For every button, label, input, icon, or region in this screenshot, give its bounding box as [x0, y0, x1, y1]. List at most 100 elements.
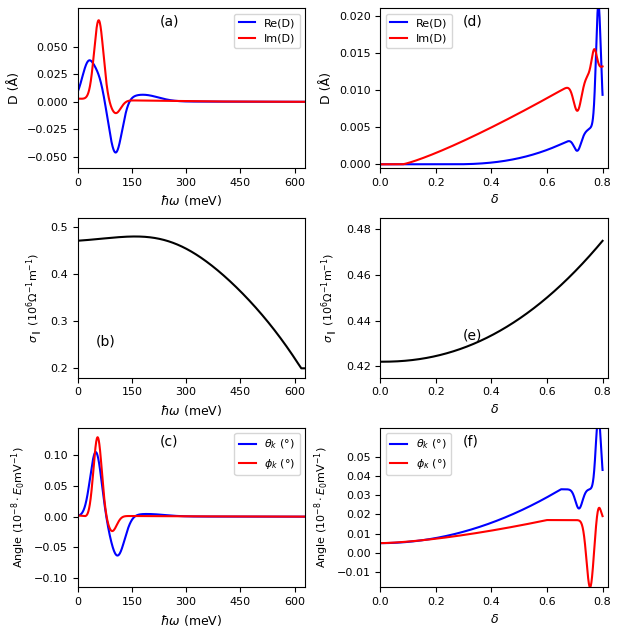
$\theta_k$ (°) — [161, 511, 169, 519]
Im(D) — [521, 106, 529, 114]
Im(D) — [542, 95, 550, 102]
$\theta_k$ (°) — [113, 552, 121, 560]
$\theta_k$ (°) — [521, 505, 529, 513]
Re(D) — [86, 57, 94, 64]
$\phi_\kappa$ (°) — [377, 539, 384, 547]
Y-axis label: D (Å): D (Å) — [321, 72, 334, 104]
Re(D) — [542, 146, 550, 154]
Im(D) — [112, 109, 120, 117]
Im(D) — [510, 112, 517, 120]
X-axis label: $\hbar\omega$ (meV): $\hbar\omega$ (meV) — [161, 612, 223, 628]
Text: (d): (d) — [463, 15, 482, 29]
Y-axis label: D (Å): D (Å) — [8, 72, 21, 104]
X-axis label: $\hbar\omega$ (meV): $\hbar\omega$ (meV) — [161, 403, 223, 418]
Im(D) — [417, 155, 425, 163]
$\phi_k$ (°) — [262, 513, 269, 520]
$\phi_\kappa$ (°) — [542, 516, 550, 524]
Im(D) — [591, 45, 598, 53]
$\phi_\kappa$ (°) — [587, 583, 594, 591]
$\phi_k$ (°) — [74, 512, 82, 520]
Im(D) — [223, 98, 230, 106]
Legend: $\theta_k$ (°), $\phi_\kappa$ (°): $\theta_k$ (°), $\phi_\kappa$ (°) — [386, 433, 451, 475]
Line: $\phi_k$ (°): $\phi_k$ (°) — [78, 437, 306, 531]
Im(D) — [599, 62, 606, 70]
$\phi_\kappa$ (°) — [559, 516, 567, 524]
Re(D) — [417, 160, 425, 168]
Re(D) — [462, 160, 469, 168]
Text: (b): (b) — [96, 335, 116, 349]
X-axis label: $\delta$: $\delta$ — [490, 193, 498, 206]
$\phi_\kappa$ (°) — [510, 523, 517, 530]
$\theta_k$ (°) — [599, 466, 606, 474]
Im(D) — [302, 98, 309, 106]
Re(D) — [223, 98, 230, 106]
Y-axis label: $\sigma_\parallel$ (10$^6\Omega^{-1}$m$^{-1}$): $\sigma_\parallel$ (10$^6\Omega^{-1}$m$^… — [319, 252, 340, 343]
Re(D) — [595, 0, 602, 8]
Text: (a): (a) — [160, 15, 179, 29]
$\phi_\kappa$ (°) — [417, 537, 425, 544]
$\phi_k$ (°) — [94, 433, 101, 441]
$\phi_k$ (°) — [115, 516, 123, 524]
$\phi_\kappa$ (°) — [521, 521, 529, 529]
Re(D) — [559, 139, 567, 147]
Im(D) — [115, 106, 123, 114]
$\theta_k$ (°) — [74, 512, 82, 520]
$\phi_k$ (°) — [244, 513, 252, 520]
$\theta_k$ (°) — [115, 550, 123, 558]
Im(D) — [244, 98, 252, 106]
Line: $\phi_\kappa$ (°): $\phi_\kappa$ (°) — [381, 508, 603, 587]
Text: (c): (c) — [160, 434, 178, 448]
$\theta_k$ (°) — [211, 513, 218, 520]
Im(D) — [161, 97, 169, 105]
$\phi_\kappa$ (°) — [599, 513, 606, 520]
$\theta_k$ (°) — [223, 513, 230, 520]
$\theta_k$ (°) — [302, 513, 309, 520]
Line: Im(D): Im(D) — [78, 20, 306, 113]
Re(D) — [510, 155, 518, 163]
Line: Re(D): Re(D) — [78, 60, 306, 153]
Text: (e): (e) — [463, 329, 482, 343]
$\phi_k$ (°) — [223, 513, 230, 520]
Im(D) — [559, 85, 567, 93]
Im(D) — [377, 160, 384, 168]
Line: $\theta_k$ (°): $\theta_k$ (°) — [381, 416, 603, 543]
$\phi_k$ (°) — [302, 513, 309, 520]
Re(D) — [115, 140, 123, 148]
Y-axis label: Angle (10$^{-8}\cdot E_0$mV$^{-1}$): Angle (10$^{-8}\cdot E_0$mV$^{-1}$) — [10, 447, 29, 569]
Re(D) — [161, 95, 169, 103]
Re(D) — [521, 153, 529, 160]
$\theta_k$ (°) — [542, 494, 550, 502]
Re(D) — [599, 91, 606, 99]
Legend: Re(D), Im(D): Re(D), Im(D) — [234, 14, 300, 48]
$\theta_k$ (°) — [559, 485, 567, 493]
Re(D) — [211, 98, 218, 106]
$\phi_k$ (°) — [211, 513, 218, 520]
Line: Im(D): Im(D) — [381, 49, 603, 164]
Line: $\theta_k$ (°): $\theta_k$ (°) — [78, 452, 306, 556]
X-axis label: $\hbar\omega$ (meV): $\hbar\omega$ (meV) — [161, 193, 223, 209]
$\theta_k$ (°) — [244, 513, 252, 520]
$\phi_k$ (°) — [108, 527, 116, 535]
Legend: $\theta_k$ (°), $\phi_k$ (°): $\theta_k$ (°), $\phi_k$ (°) — [234, 433, 300, 475]
Re(D) — [377, 160, 384, 168]
$\theta_k$ (°) — [595, 412, 602, 420]
Re(D) — [74, 87, 82, 95]
Y-axis label: Angle (10$^{-8}\cdot E_0$mV$^{-1}$): Angle (10$^{-8}\cdot E_0$mV$^{-1}$) — [312, 447, 331, 569]
$\phi_k$ (°) — [161, 513, 169, 520]
$\theta_k$ (°) — [417, 537, 425, 544]
Im(D) — [262, 98, 269, 106]
X-axis label: $\delta$: $\delta$ — [490, 403, 498, 416]
$\theta_k$ (°) — [377, 539, 384, 547]
$\phi_\kappa$ (°) — [461, 531, 469, 539]
X-axis label: $\delta$: $\delta$ — [490, 612, 498, 626]
$\theta_k$ (°) — [461, 527, 469, 535]
Y-axis label: $\sigma_\parallel$ (10$^6\Omega^{-1}$m$^{-1}$): $\sigma_\parallel$ (10$^6\Omega^{-1}$m$^… — [24, 252, 45, 343]
Im(D) — [211, 98, 218, 106]
Im(D) — [95, 17, 102, 24]
Legend: Re(D), Im(D): Re(D), Im(D) — [386, 14, 452, 48]
Re(D) — [446, 160, 453, 168]
Re(D) — [302, 98, 309, 106]
$\theta_k$ (°) — [92, 448, 99, 456]
Im(D) — [461, 136, 469, 144]
$\phi_\kappa$ (°) — [595, 504, 603, 511]
